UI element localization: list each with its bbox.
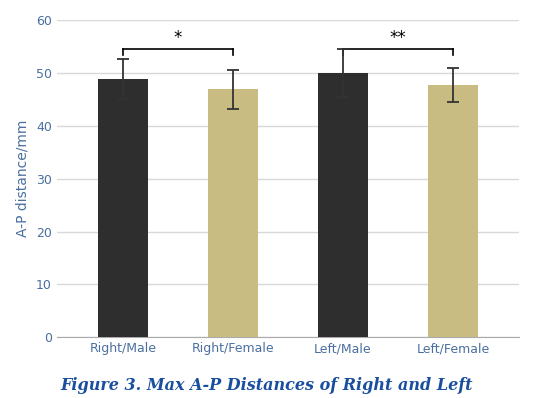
Bar [428,85,478,337]
Y-axis label: A-P distance/mm: A-P distance/mm [15,120,29,237]
Text: **: ** [390,29,406,47]
Text: Figure 3. Max A-P Distances of Right and Left: Figure 3. Max A-P Distances of Right and… [61,377,473,394]
Bar [208,89,257,337]
Text: *: * [174,29,182,47]
Bar [318,73,368,337]
Bar [98,79,147,337]
